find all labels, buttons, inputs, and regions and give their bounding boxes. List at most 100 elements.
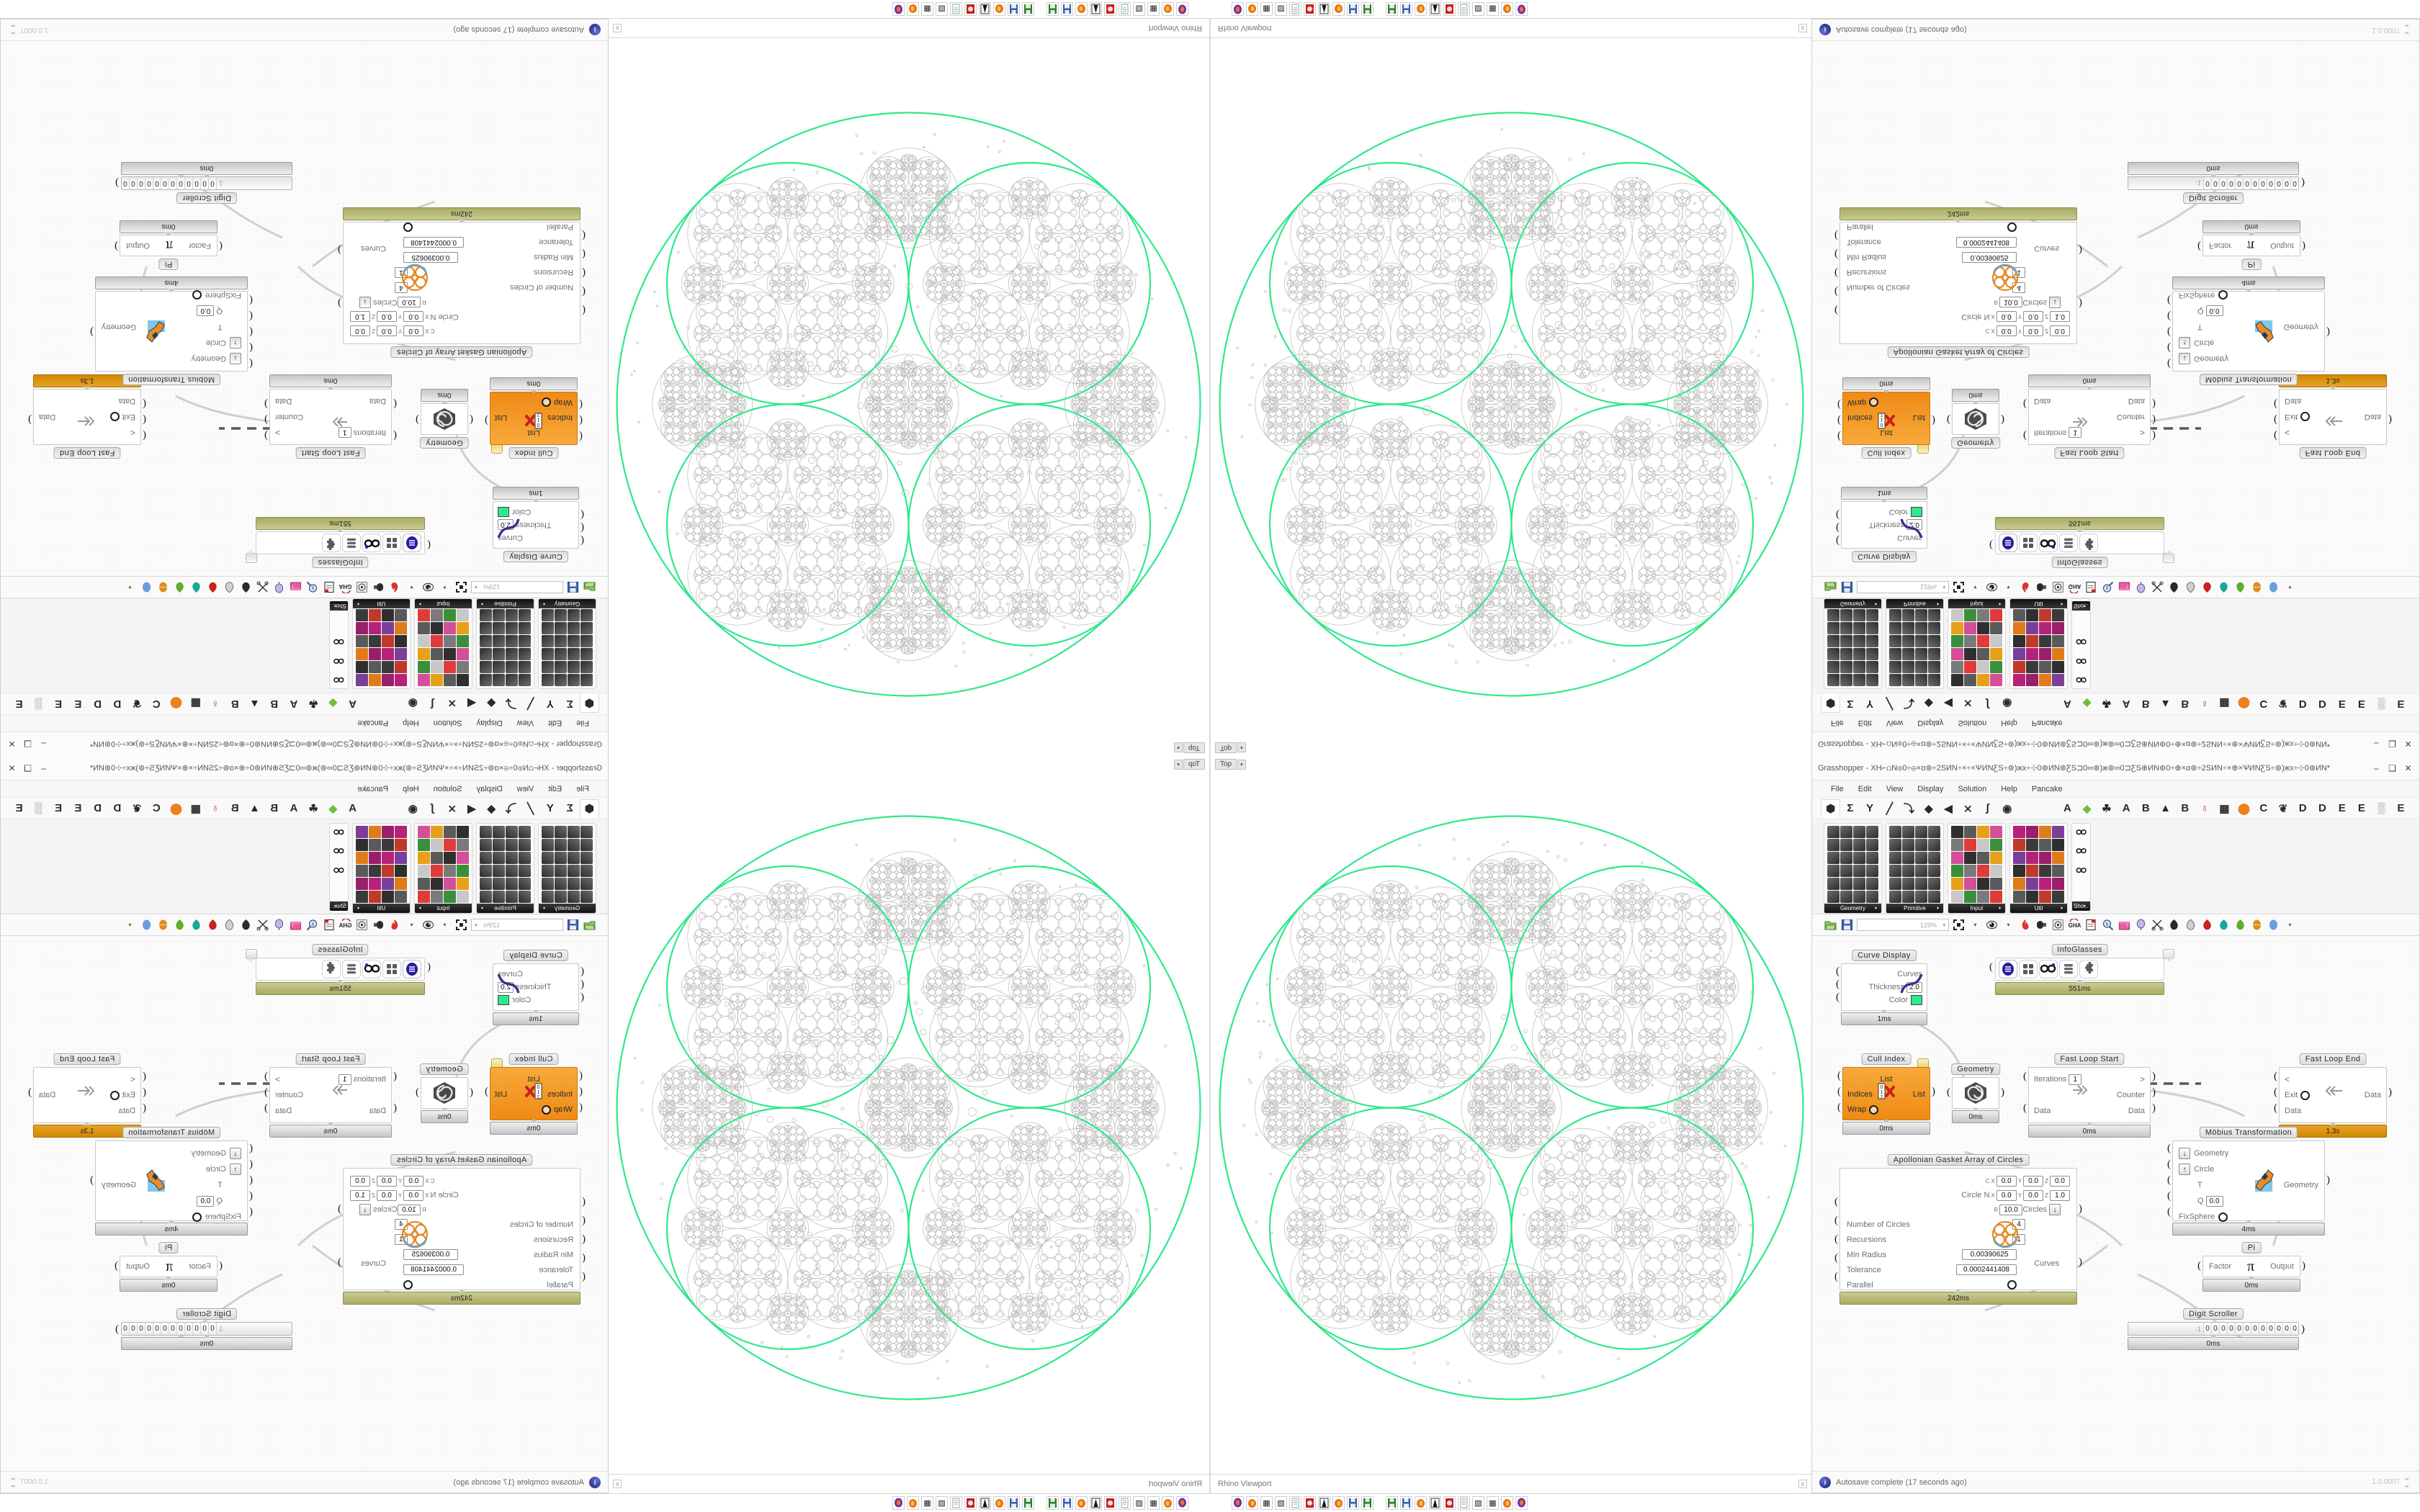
component-icon-input-8[interactable] — [444, 852, 456, 864]
blob-orange-icon[interactable] — [156, 918, 170, 932]
menu-item-edit[interactable]: Edit — [1858, 785, 1872, 793]
component-icon-primitive-23[interactable] — [480, 891, 492, 903]
menu-item-solution[interactable]: Solution — [434, 785, 462, 793]
ribbon-tab-left-2[interactable]: Υ — [540, 799, 560, 818]
menu-item-display[interactable]: Display — [477, 785, 503, 793]
glasses-icon-0[interactable] — [2075, 674, 2087, 686]
component-icon-primitive-2[interactable] — [1889, 852, 1901, 864]
node-body[interactable]: ( ( ( ) < Exit Data Data — [2279, 389, 2387, 445]
open-folder-icon[interactable] — [1824, 918, 1837, 932]
chevron-down-icon-3[interactable]: ▾ — [123, 580, 137, 594]
component-icon-geometry-9[interactable] — [568, 865, 580, 877]
ribbon-tab-right-15[interactable]: E — [2352, 695, 2371, 714]
preview-eye-icon[interactable] — [1985, 580, 1999, 594]
ribbon-tab-left-2[interactable]: Υ — [1860, 695, 1880, 714]
input-port[interactable]: ( — [579, 1070, 583, 1082]
component-icon-input-6[interactable] — [444, 826, 456, 838]
ribbon-group-input[interactable]: Input — [1948, 823, 2006, 914]
component-icon-geometry-6[interactable] — [1840, 826, 1852, 838]
rhino-panel-tab[interactable]: Rhino Viewport — [1211, 24, 1278, 32]
component-icon-geometry-4[interactable] — [581, 622, 593, 634]
component-icon-input-11[interactable] — [444, 609, 456, 621]
component-icon-primitive-6[interactable] — [506, 826, 518, 838]
glasses-icon-2[interactable] — [2075, 864, 2087, 876]
digit-1[interactable]: 0 — [201, 1323, 209, 1335]
taskbar-keyboard-layout-icon[interactable]: ▦ — [1260, 2, 1273, 16]
component-icon-input-22[interactable] — [418, 622, 430, 634]
component-icon-util-16[interactable] — [2039, 878, 2051, 890]
viewport-label[interactable]: Top ▾ — [1174, 742, 1205, 753]
close-icon[interactable]: x — [1798, 1480, 1808, 1488]
component-icon-util-2[interactable] — [2013, 852, 2025, 864]
taskbar-firefox-purple-icon[interactable] — [1176, 1496, 1188, 1510]
ribbon-group-icons[interactable] — [480, 609, 531, 686]
wrap-toggle[interactable] — [1869, 398, 1878, 408]
component-icon-input-9[interactable] — [1964, 865, 1976, 877]
component-icon-geometry-23[interactable] — [542, 609, 554, 621]
input-port[interactable]: ( — [1837, 1070, 1841, 1082]
preview-eye-icon[interactable] — [421, 580, 435, 594]
secondary-toolbar[interactable]: 129% ▾ ▾ GHA S ? — [1812, 914, 2419, 936]
component-icon-input-0[interactable] — [457, 674, 469, 686]
component-icon-geometry-19[interactable] — [542, 661, 554, 673]
ribbon-tab-left-8[interactable]: ʃ — [423, 695, 442, 714]
component-icon-util-22[interactable] — [356, 622, 368, 634]
ribbon-group-icons[interactable] — [1827, 826, 1878, 903]
node-body[interactable]: ( ) Factor π Output — [120, 1256, 218, 1277]
taskbar-notepad-icon[interactable] — [1458, 2, 1470, 16]
ribbon-tab-right-10[interactable]: C — [2254, 695, 2273, 714]
node-curve-display[interactable]: Curve Display ( ( ( Curves Thickness 2.0… — [493, 963, 579, 1025]
node-infoglasses[interactable]: InfoGlasses ( 551ms — [256, 958, 425, 995]
taskbar-firefox-orange-icon[interactable] — [1501, 1496, 1513, 1510]
component-icon-util-0[interactable] — [2013, 674, 2025, 686]
taskbar-firefox-purple-icon[interactable] — [1232, 2, 1244, 16]
input-port[interactable]: ( — [2197, 240, 2201, 252]
minimize-icon[interactable]: – — [2371, 739, 2382, 750]
blob-green-icon[interactable] — [2233, 580, 2247, 594]
ribbon-tab-left-4[interactable]: ⤵ — [501, 695, 521, 714]
infoglasses-toolbar[interactable]: ( — [256, 958, 425, 981]
ribbon-group-floating[interactable]: Sho... — [329, 598, 349, 689]
component-icon-input-3[interactable] — [1951, 865, 1963, 877]
c-x-input[interactable]: 0.0 — [1996, 326, 2017, 337]
zoom-level-input[interactable]: 129% — [471, 919, 563, 931]
component-icon-primitive-4[interactable] — [1889, 878, 1901, 890]
component-icon-input-7[interactable] — [1964, 839, 1976, 851]
taskbar-dark-app-icon[interactable] — [1090, 1496, 1102, 1510]
q-input[interactable]: 0.0 — [2206, 1196, 2223, 1207]
viewport-dropdown-icon[interactable]: ▾ — [1237, 743, 1246, 753]
glasses-icon-1[interactable] — [2075, 845, 2087, 857]
node-bubble-icon[interactable] — [246, 553, 257, 563]
balloon-icon[interactable] — [2134, 918, 2148, 932]
component-icon-primitive-9[interactable] — [1902, 635, 1914, 647]
input-port[interactable]: ( — [581, 978, 584, 991]
input-port[interactable]: ( — [581, 521, 584, 534]
blob-red-icon[interactable] — [206, 580, 220, 594]
c-y-input[interactable]: 0.0 — [2023, 326, 2043, 337]
taskbar-keyboard-layout-icon[interactable]: ▦ — [1487, 2, 1499, 16]
component-icon-geometry-21[interactable] — [1866, 865, 1878, 877]
ribbon-group-floating[interactable]: Sho... — [2071, 598, 2091, 689]
ribbon-tab-right-5[interactable]: ▲ — [2156, 799, 2175, 818]
input-port[interactable]: ( — [582, 1252, 586, 1264]
taskbar-dark-app-icon[interactable] — [1429, 2, 1441, 16]
component-icon-geometry-10[interactable] — [1840, 878, 1852, 890]
doc-icon[interactable] — [322, 918, 336, 932]
component-icon-geometry-13[interactable] — [1853, 661, 1865, 673]
ribbon-tab-left-1[interactable]: Σ — [560, 799, 579, 818]
ribbon-group-label[interactable]: Util — [353, 904, 410, 913]
menu-item-pancake[interactable]: Pancake — [357, 719, 388, 728]
ribbon-group-label[interactable]: Input — [415, 599, 472, 608]
component-icon-primitive-7[interactable] — [1902, 839, 1914, 851]
component-icon-util-19[interactable] — [2052, 839, 2064, 851]
component-icon-geometry-16[interactable] — [555, 622, 567, 634]
taskbar-floppy-green-icon[interactable] — [1361, 2, 1373, 16]
arrow-up-icon[interactable]: ↑ — [230, 1164, 241, 1175]
chevron-down-icon-2[interactable]: ▾ — [2002, 580, 2015, 594]
viewport-name[interactable]: Top — [1215, 742, 1237, 753]
component-icon-geometry-18[interactable] — [542, 826, 554, 838]
gha-icon[interactable]: GHA — [2068, 918, 2081, 932]
digit-6[interactable]: 0 — [161, 1323, 169, 1335]
component-icon-input-22[interactable] — [1990, 878, 2002, 890]
ribbon-tab-left-3[interactable]: ╱ — [521, 695, 540, 714]
